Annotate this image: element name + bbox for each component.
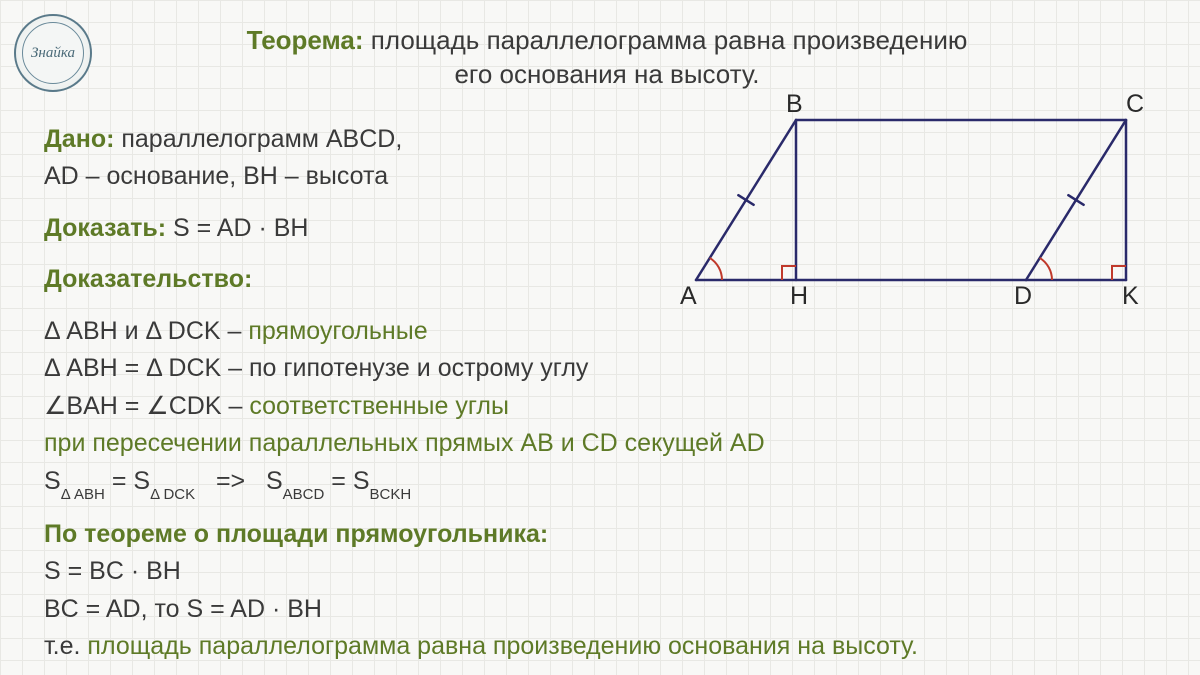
label-B: B [786,90,803,119]
proof-l2: Δ ABH = Δ DCK – по гипотенузе и острому … [44,351,1170,387]
eq1: = [105,467,134,495]
title-line2: его основания на высоту. [454,59,759,89]
sub2: Δ DCK [150,486,195,503]
label-A: A [680,282,697,311]
rect-l3b: площадь параллелограмма равна произведен… [87,632,918,660]
s1: S [44,467,61,495]
rect-l3a: т.е. [44,632,87,660]
proof-l3a: ∠BAH = ∠CDK – [44,392,249,420]
proof-l1b: прямоугольные [248,317,427,345]
s2: S [133,467,150,495]
rect-theorem-kw: По теореме о площади прямоугольника: [44,517,1170,553]
label-K: K [1122,282,1139,311]
theorem-title: Теорема: площадь параллелограмма равна п… [44,24,1170,92]
sub3: ABCD [283,486,325,503]
rect-l1: S = BC · BH [44,554,1170,590]
rect-l2: BC = AD, то S = AD · BH [44,592,1170,628]
eq2: = [324,467,353,495]
title-keyword: Теорема: [247,25,364,55]
label-H: H [790,282,808,311]
imp: => [195,467,266,495]
prove-keyword: Доказать: [44,214,166,242]
title-line1: площадь параллелограмма равна произведен… [364,25,968,55]
proof-l4: при пересечении параллельных прямых AB и… [44,426,1170,462]
proof-l1a: Δ ABH и Δ DCK – [44,317,248,345]
given-rest: параллелограмм ABCD, [114,125,402,153]
sub4: BCKH [370,486,412,503]
label-C: C [1126,90,1144,119]
prove-rest: S = AD · BH [166,214,308,242]
parallelogram-diagram: A B C D H K [686,100,1166,310]
sub1: Δ ABH [61,486,105,503]
s3: S [266,467,283,495]
proof-l5: SΔ ABH = SΔ DCK => SABCD = SBCKH [44,464,1170,501]
given-keyword: Дано: [44,125,114,153]
label-D: D [1014,282,1032,311]
s4: S [353,467,370,495]
proof-l3b: соответственные углы [249,392,509,420]
